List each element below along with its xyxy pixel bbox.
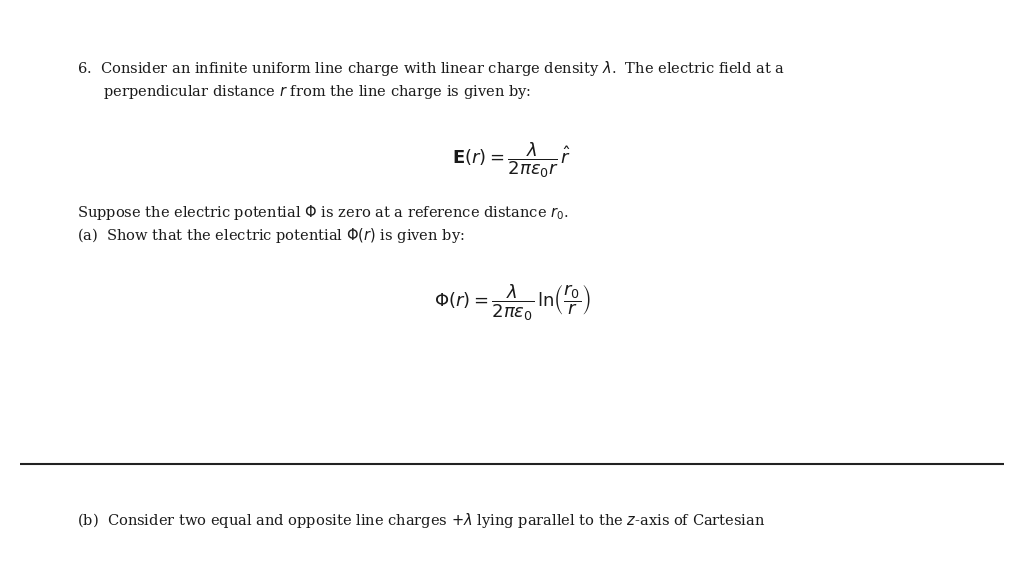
Text: 6.  Consider an infinite uniform line charge with linear charge density $\lambda: 6. Consider an infinite uniform line cha… (77, 59, 784, 78)
Text: perpendicular distance $r$ from the line charge is given by:: perpendicular distance $r$ from the line… (103, 83, 531, 101)
Text: (a)  Show that the electric potential $\Phi(r)$ is given by:: (a) Show that the electric potential $\P… (77, 226, 465, 245)
Text: (b)  Consider two equal and opposite line charges $+\lambda$ lying parallel to t: (b) Consider two equal and opposite line… (77, 511, 765, 531)
Text: Suppose the electric potential $\Phi$ is zero at a reference distance $r_0$.: Suppose the electric potential $\Phi$ is… (77, 203, 568, 223)
Text: $\Phi(r) = \dfrac{\lambda}{2\pi\epsilon_0}\,\ln\!\left(\dfrac{r_0}{r}\right)$: $\Phi(r) = \dfrac{\lambda}{2\pi\epsilon_… (433, 282, 591, 322)
Text: $\mathbf{E}(r) = \dfrac{\lambda}{2\pi\epsilon_0 r}\,\hat{r}$: $\mathbf{E}(r) = \dfrac{\lambda}{2\pi\ep… (453, 140, 571, 180)
